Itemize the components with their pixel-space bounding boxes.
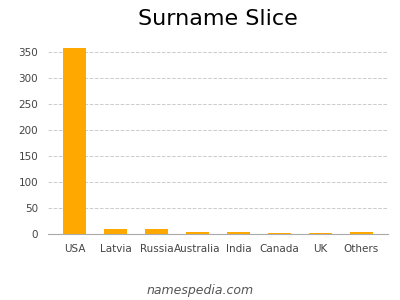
Bar <box>227 232 250 234</box>
Bar <box>268 233 291 234</box>
Bar <box>104 229 127 234</box>
Bar <box>350 232 372 234</box>
Bar <box>309 233 332 234</box>
Title: Surname Slice: Surname Slice <box>138 9 298 29</box>
Bar <box>64 48 86 234</box>
Bar <box>186 232 209 234</box>
Bar <box>145 229 168 234</box>
Text: namespedia.com: namespedia.com <box>146 284 254 297</box>
